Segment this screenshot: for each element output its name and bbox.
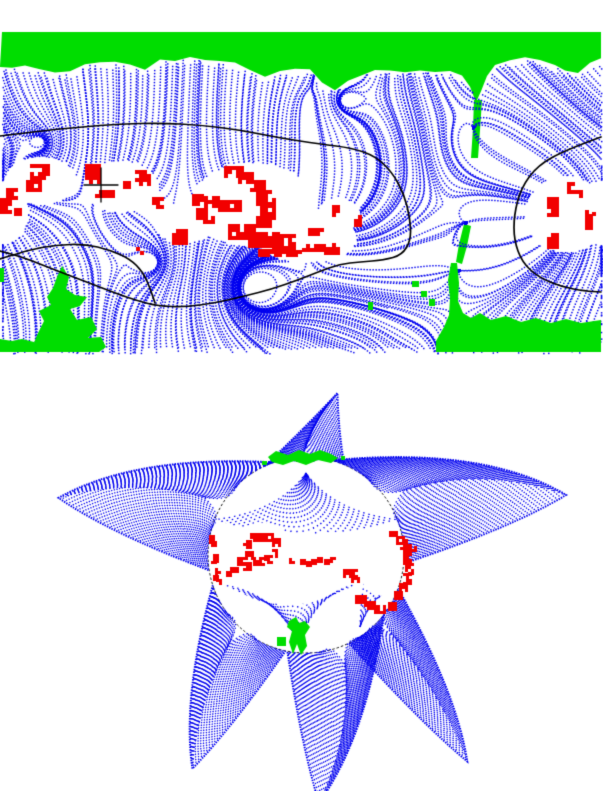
sphere-view-panel	[0, 355, 603, 791]
map-projection-panel	[0, 0, 603, 355]
